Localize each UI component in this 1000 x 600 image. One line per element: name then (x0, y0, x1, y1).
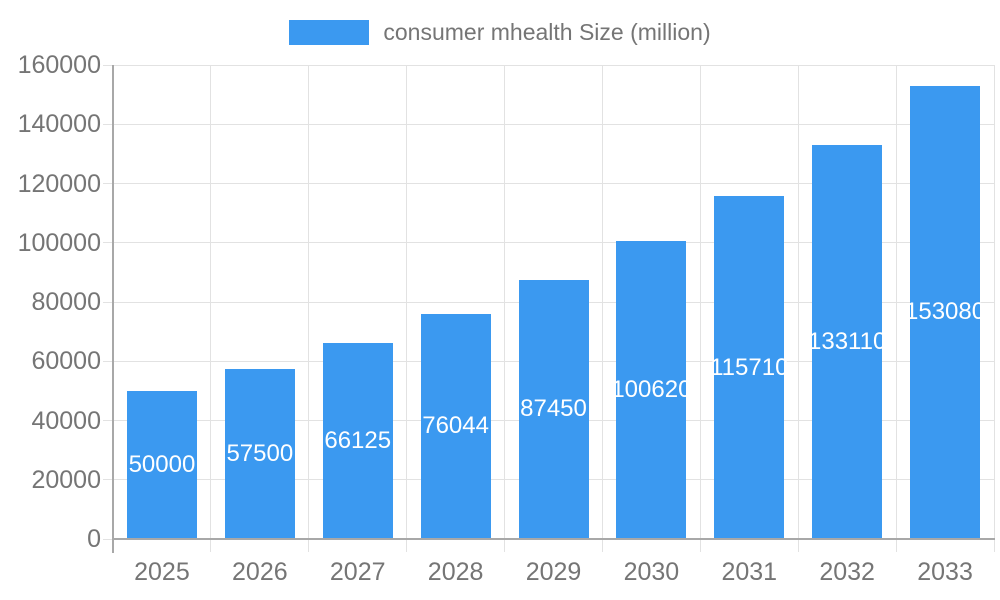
y-gridline (103, 64, 994, 66)
legend-swatch (289, 20, 370, 45)
x-axis-tick-label: 2028 (427, 558, 484, 586)
x-gridline (308, 65, 310, 552)
x-gridline (406, 65, 408, 552)
bar-2027 (322, 343, 393, 539)
x-axis-tick-label: 2032 (819, 558, 875, 586)
x-gridline (895, 65, 897, 552)
bar-value-label: 76044 (422, 412, 489, 440)
bar-value-label: 115710 (710, 353, 789, 381)
x-gridline (601, 65, 603, 552)
bar-2031 (714, 196, 785, 539)
bar-value-label: 133110 (808, 327, 887, 355)
bar-value-label: 87450 (520, 395, 587, 423)
x-axis-tick-label: 2026 (232, 558, 288, 586)
y-axis-tick-label: 120000 (17, 169, 101, 198)
x-gridline (504, 65, 506, 552)
y-gridline (103, 123, 994, 125)
y-axis-line (112, 65, 114, 553)
bar-2033 (910, 85, 981, 539)
legend: consumer mhealth Size (million) (0, 19, 1000, 46)
bar-value-label: 100620 (611, 375, 692, 403)
y-axis-tick-label: 100000 (17, 228, 101, 257)
bar-value-label: 153080 (905, 298, 986, 326)
x-axis-tick-label: 2025 (134, 558, 190, 586)
x-axis-tick-label: 2030 (623, 558, 680, 586)
x-gridline (797, 65, 799, 552)
x-gridline (699, 65, 701, 552)
bar-value-label: 57500 (226, 439, 294, 467)
bar-2032 (812, 144, 883, 539)
y-axis-tick-label: 140000 (17, 110, 101, 139)
x-axis-tick-label: 2033 (917, 558, 973, 586)
y-gridline (103, 183, 994, 184)
y-axis-tick-label: 160000 (17, 51, 101, 79)
bar-2030 (616, 240, 687, 539)
y-axis-tick-label: 0 (87, 525, 101, 553)
y-gridline (103, 242, 994, 244)
bar-2028 (420, 313, 491, 539)
x-axis-tick-label: 2031 (721, 558, 778, 586)
bar-value-label: 66125 (324, 427, 392, 455)
y-axis-tick-label: 80000 (31, 288, 101, 316)
x-axis-tick-label: 2027 (329, 558, 386, 586)
y-axis-tick-label: 60000 (31, 347, 101, 376)
bar-2026 (224, 368, 295, 539)
bar-2025 (126, 390, 197, 539)
bar-value-label: 50000 (128, 450, 196, 478)
y-axis-tick-label: 40000 (31, 406, 101, 435)
x-gridline (210, 65, 212, 552)
legend-label: consumer mhealth Size (million) (383, 19, 711, 45)
x-axis-line (112, 538, 995, 540)
x-gridline (993, 65, 995, 552)
x-axis-tick-label: 2029 (525, 558, 582, 586)
y-axis-tick-label: 20000 (31, 465, 101, 494)
bar-2029 (518, 279, 589, 539)
